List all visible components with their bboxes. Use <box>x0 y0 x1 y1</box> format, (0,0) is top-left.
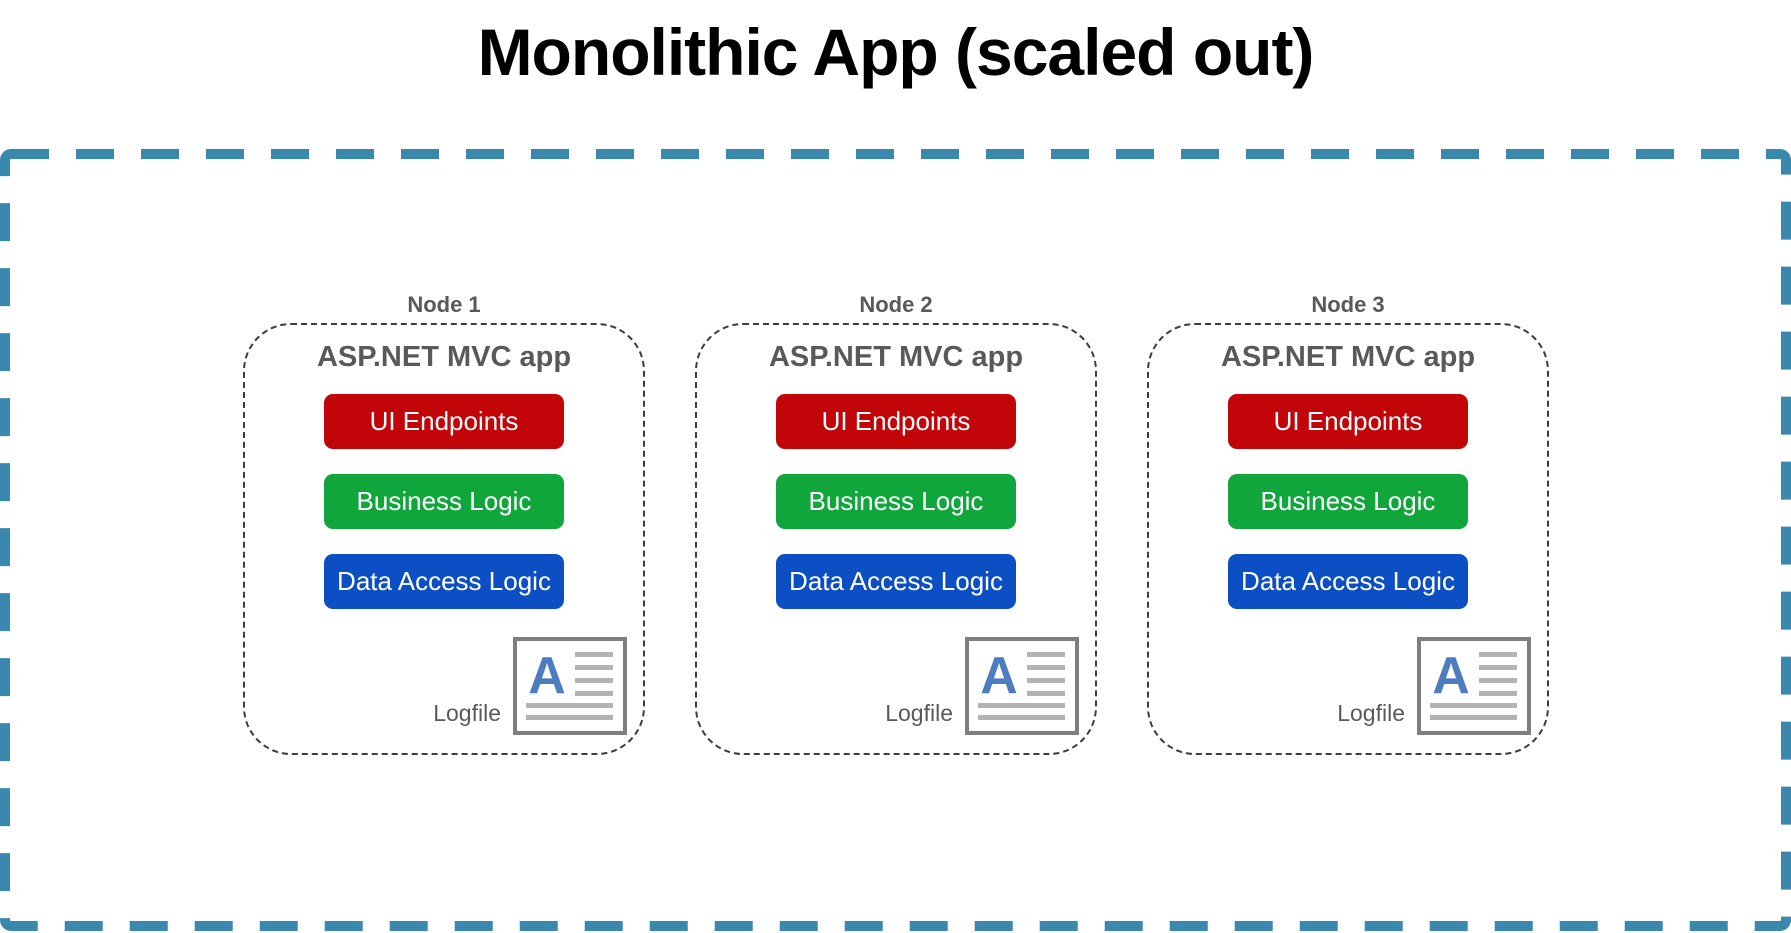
logfile-row: Logfile A <box>1337 637 1531 735</box>
node-label: Node 1 <box>407 292 481 317</box>
nodes-row: Node 1 ASP.NET MVC app UI Endpoints Busi… <box>243 294 1549 755</box>
node-3: Node 3 ASP.NET MVC app UI Endpoints Busi… <box>1147 294 1549 755</box>
logfile-row: Logfile A <box>433 637 627 735</box>
logfile-label: Logfile <box>885 700 953 726</box>
layers-stack: UI Endpoints Business Logic Data Access … <box>697 394 1095 609</box>
logfile-icon-letter: A <box>980 647 1018 705</box>
page-title: Monolithic App (scaled out) <box>477 15 1315 89</box>
ui-endpoints-layer: UI Endpoints <box>1228 394 1468 449</box>
layers-stack: UI Endpoints Business Logic Data Access … <box>245 394 643 609</box>
logfile-icon-letter: A <box>1432 647 1470 705</box>
node-2: Node 2 ASP.NET MVC app UI Endpoints Busi… <box>695 294 1097 755</box>
mvc-app-box: ASP.NET MVC app UI Endpoints Business Lo… <box>1147 323 1549 755</box>
logfile-label: Logfile <box>1337 700 1405 726</box>
data-access-logic-layer: Data Access Logic <box>776 554 1016 609</box>
ui-endpoints-layer: UI Endpoints <box>324 394 564 449</box>
data-access-logic-layer: Data Access Logic <box>324 554 564 609</box>
logfile-row: Logfile A <box>885 637 1079 735</box>
logfile-icon-letter: A <box>528 647 566 705</box>
logfile-icon: A <box>1417 637 1531 735</box>
business-logic-layer: Business Logic <box>1228 474 1468 529</box>
app-title: ASP.NET MVC app <box>316 341 572 373</box>
app-title: ASP.NET MVC app <box>768 341 1024 373</box>
logfile-icon: A <box>513 637 627 735</box>
logfile-label: Logfile <box>433 700 501 726</box>
business-logic-layer: Business Logic <box>776 474 1016 529</box>
layers-stack: UI Endpoints Business Logic Data Access … <box>1149 394 1547 609</box>
node-1: Node 1 ASP.NET MVC app UI Endpoints Busi… <box>243 294 645 755</box>
mvc-app-box: ASP.NET MVC app UI Endpoints Business Lo… <box>243 323 645 755</box>
data-access-logic-layer: Data Access Logic <box>1228 554 1468 609</box>
business-logic-layer: Business Logic <box>324 474 564 529</box>
node-label: Node 2 <box>859 292 933 317</box>
app-title: ASP.NET MVC app <box>1220 341 1476 373</box>
mvc-app-box: ASP.NET MVC app UI Endpoints Business Lo… <box>695 323 1097 755</box>
node-label: Node 3 <box>1311 292 1385 317</box>
logfile-icon: A <box>965 637 1079 735</box>
ui-endpoints-layer: UI Endpoints <box>776 394 1016 449</box>
